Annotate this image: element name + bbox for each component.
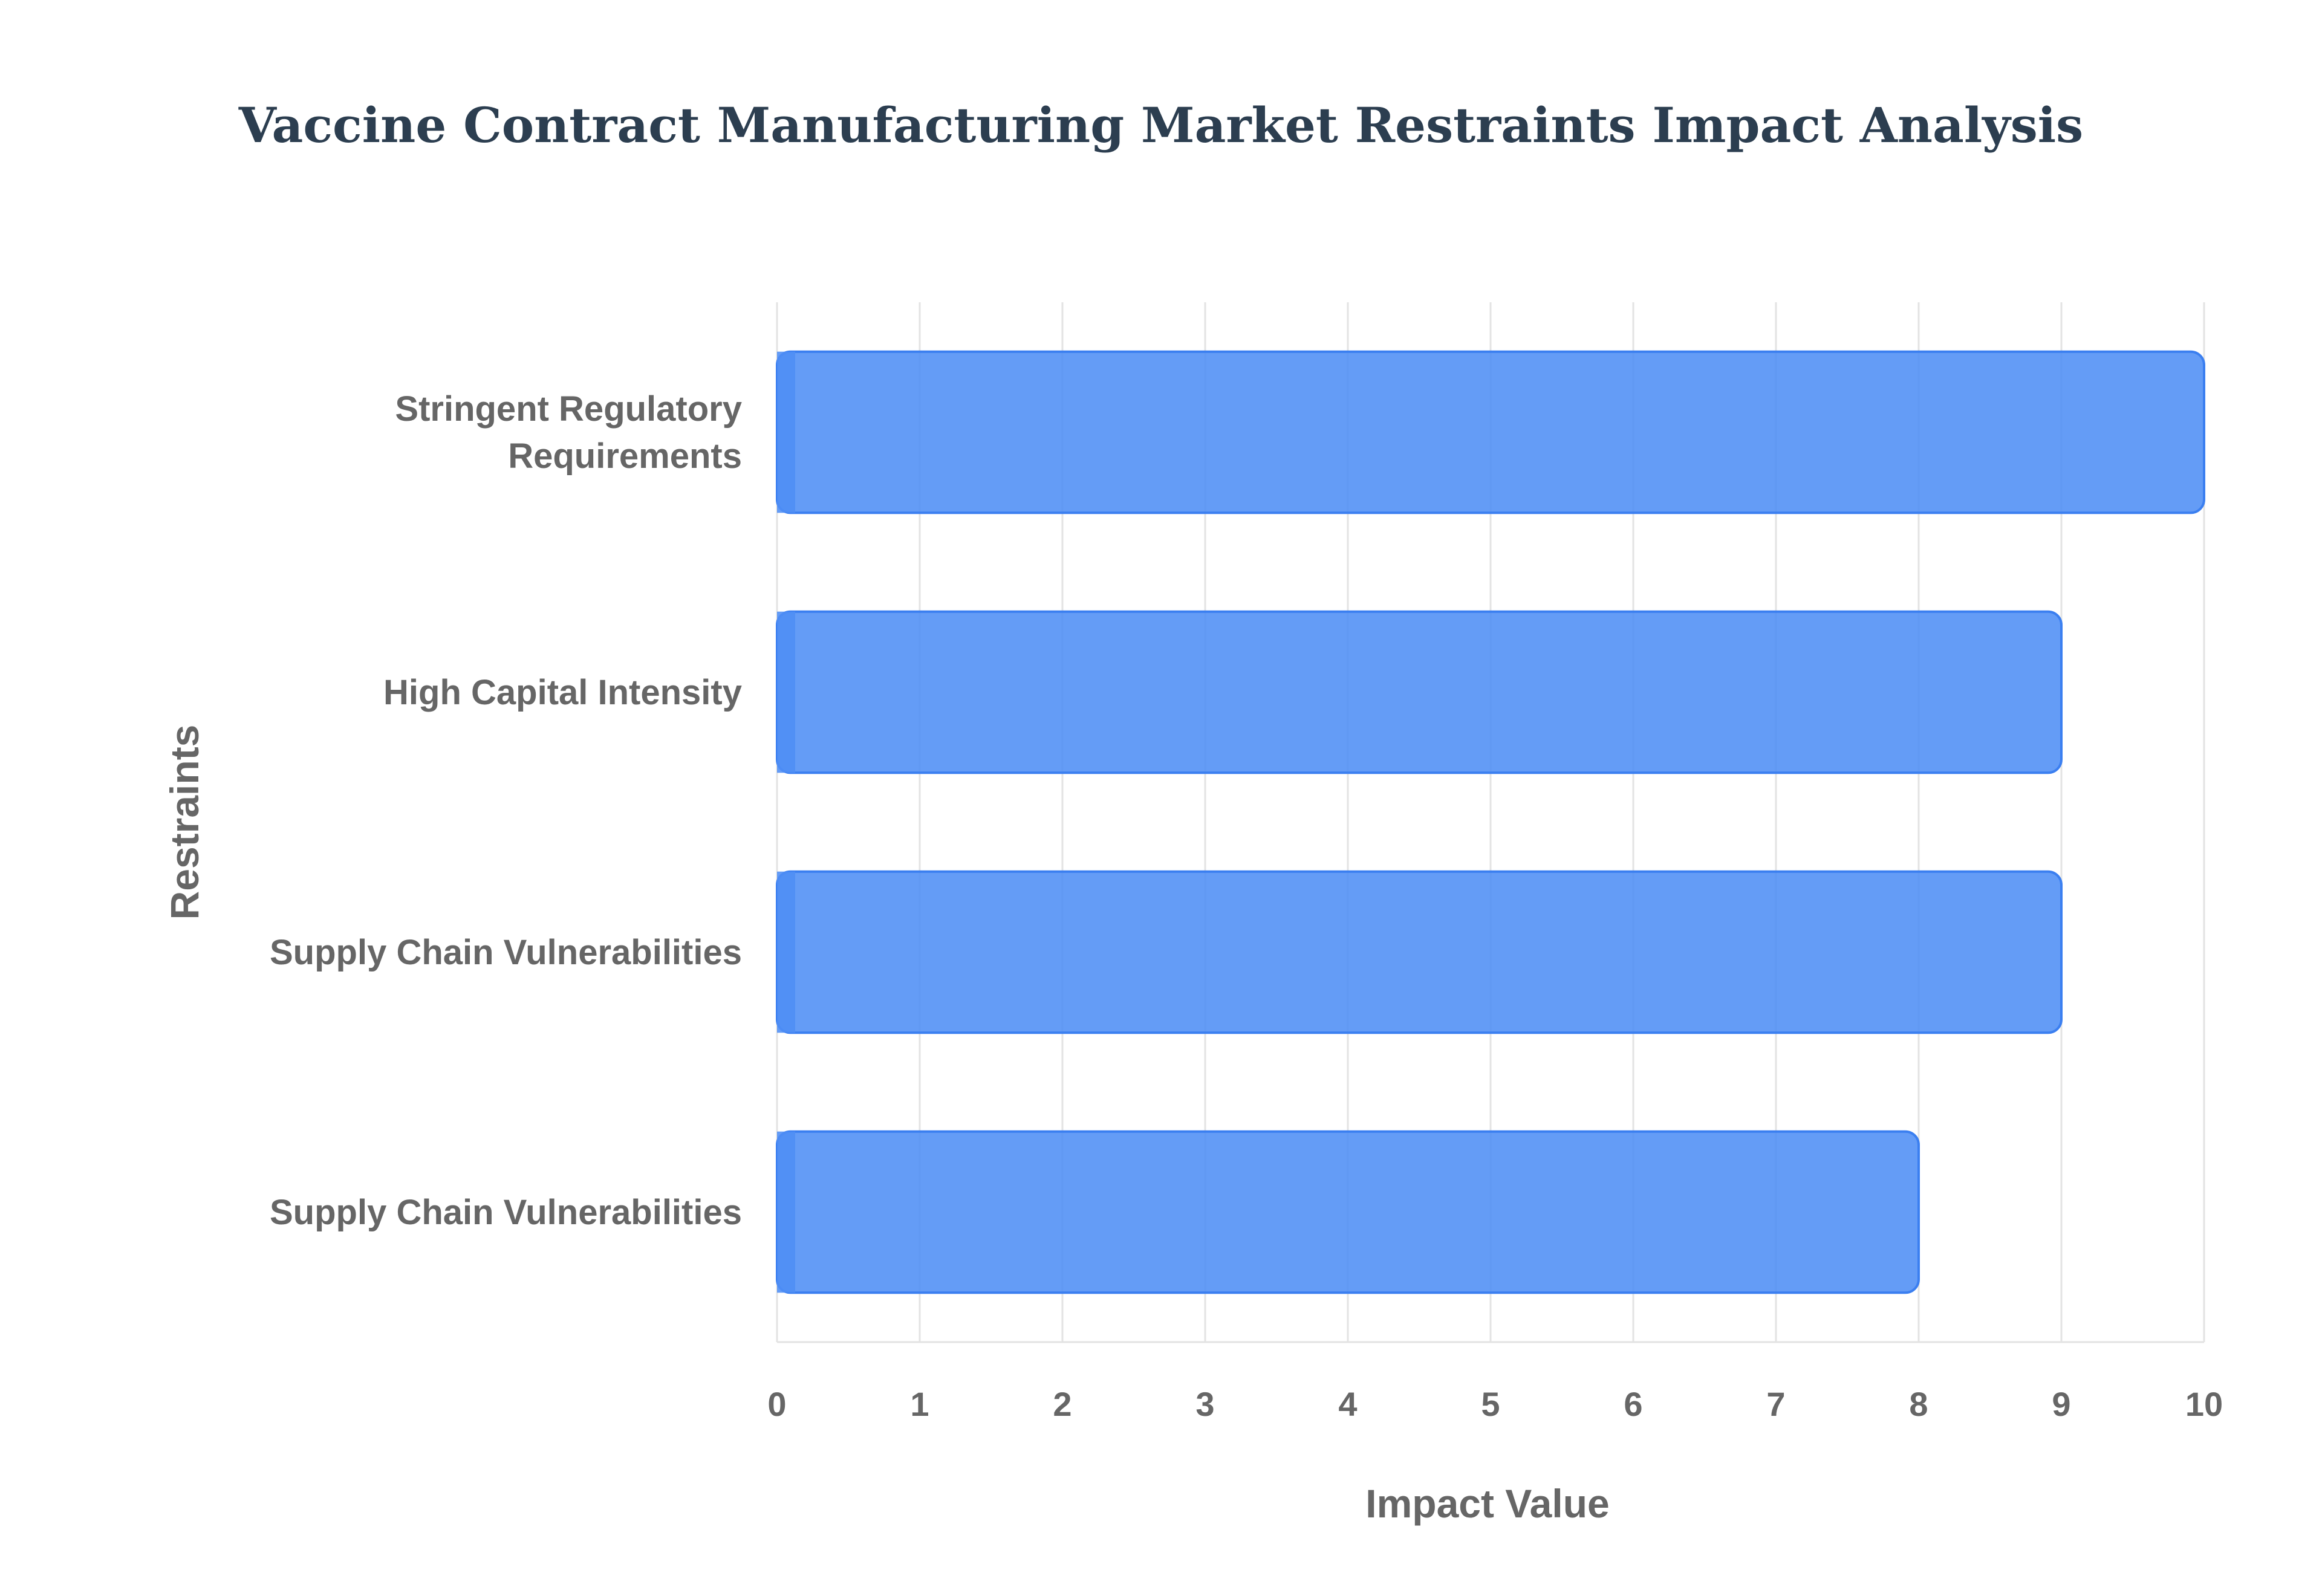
bar-layer	[776, 350, 2205, 1294]
y-tick-label: High Capital Intensity	[383, 673, 742, 712]
y-axis-title: Restraints	[162, 725, 207, 920]
x-tick-label: 8	[1909, 1385, 1928, 1423]
x-tick-label: 9	[2052, 1385, 2070, 1423]
y-tick-label: Supply Chain Vulnerabilities	[270, 1193, 742, 1232]
bar-left-edge	[777, 611, 795, 773]
bar[interactable]	[776, 870, 2063, 1034]
x-tick-label: 4	[1338, 1385, 1357, 1423]
bar[interactable]	[776, 350, 2205, 514]
x-tick-label: 10	[2185, 1385, 2223, 1423]
y-tick-label: Stringent Regulatory Requirements	[395, 389, 742, 476]
bar-left-edge	[777, 351, 795, 513]
x-tick-label: 3	[1195, 1385, 1214, 1423]
chart-title: Vaccine Contract Manufacturing Market Re…	[238, 97, 2084, 154]
x-tick-label: 7	[1766, 1385, 1785, 1423]
x-tick-label: 5	[1481, 1385, 1500, 1423]
x-tick-label: 1	[910, 1385, 929, 1423]
bar-left-edge	[777, 871, 795, 1033]
bar-left-edge	[777, 1131, 795, 1293]
y-tick-label: Supply Chain Vulnerabilities	[270, 933, 742, 972]
bar[interactable]	[776, 1130, 1920, 1294]
x-tick-label: 6	[1624, 1385, 1642, 1423]
x-tick-label: 0	[767, 1385, 786, 1423]
x-axis-title: Impact Value	[1365, 1481, 1610, 1526]
axis-layer: 0 1 2 3 4 5 6 7 8 9 10 Stringent Regulatory Requirem…	[270, 389, 2223, 1423]
x-tick-label: 2	[1053, 1385, 1072, 1423]
bar[interactable]	[776, 610, 2063, 774]
